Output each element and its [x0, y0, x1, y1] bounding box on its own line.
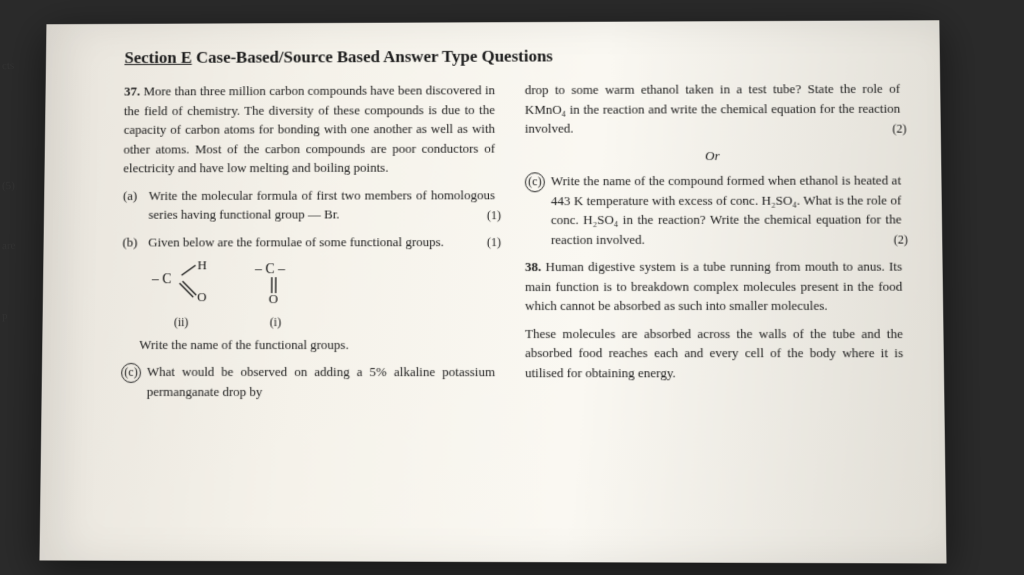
circled-c-icon: (c)	[121, 363, 141, 383]
formula-cho: – C H O (ii)	[151, 259, 211, 330]
q38-p1: 38. Human digestive system is a tube run…	[525, 257, 903, 316]
svg-text:– C –: – C –	[254, 262, 286, 277]
sub-label-b: (b)	[122, 232, 148, 251]
q37-b-after: Write the name of the functional groups.	[139, 335, 495, 355]
q37-c-alt: (c) Write the name of the compound forme…	[525, 171, 902, 250]
q37-intro: 37. More than three million carbon compo…	[123, 80, 495, 177]
q37-c-text: What would be observed on adding a 5% al…	[147, 362, 495, 401]
q37-a: (a) Write the molecular formula of first…	[123, 185, 495, 224]
q37-b-text: Given below are the formulae of some fun…	[148, 232, 495, 252]
marks: (1)	[487, 206, 501, 224]
margin-text: cts	[2, 60, 15, 72]
marks: (1)	[487, 233, 501, 251]
q37-c: (c) What would be observed on adding a 5…	[121, 362, 495, 401]
question-number: 37.	[124, 84, 140, 99]
svg-text:– C: – C	[152, 272, 172, 287]
section-title: Case-Based/Source Based Answer Type Ques…	[196, 47, 553, 67]
q37-c-continuation: drop to some warm ethanol taken in a tes…	[525, 79, 901, 138]
sub-label-a: (a)	[123, 186, 149, 225]
aldehyde-structure-icon: – C H O	[152, 259, 212, 303]
formula-label: (i)	[251, 313, 301, 331]
q37-a-text: Write the molecular formula of first two…	[148, 185, 495, 224]
q38-p2: These molecules are absorbed across the …	[525, 323, 903, 382]
svg-text:O: O	[269, 292, 278, 303]
circled-c-icon: (c)	[525, 172, 545, 192]
right-column: drop to some warm ethanol taken in a tes…	[525, 79, 904, 410]
svg-text:H: H	[197, 259, 206, 272]
q37-c-cont-text: drop to some warm ethanol taken in a tes…	[525, 81, 900, 136]
sub-label-c-alt: (c)	[525, 171, 551, 249]
formula-co: – C – O (i)	[251, 259, 301, 330]
margin-text: (5)	[2, 180, 15, 192]
q38-p1-text: Human digestive system is a tube running…	[525, 259, 902, 313]
question-number: 38.	[525, 259, 541, 274]
margin-text: p	[2, 310, 8, 322]
marks: (2)	[894, 231, 908, 249]
q37-b: (b) Given below are the formulae of some…	[122, 232, 495, 252]
svg-text:O: O	[197, 290, 206, 303]
formulae-row: – C H O (ii) – C – O	[151, 259, 495, 330]
formula-label: (ii)	[151, 313, 211, 331]
section-header: Section E Case-Based/Source Based Answer…	[124, 45, 899, 68]
ketone-structure-icon: – C – O	[251, 259, 301, 303]
q37-c-alt-text: Write the name of the compound formed wh…	[551, 171, 902, 249]
two-column-layout: 37. More than three million carbon compo…	[121, 79, 904, 410]
or-separator: Or	[525, 145, 901, 165]
section-label: Section E	[124, 48, 192, 67]
q37-intro-text: More than three million carbon compounds…	[123, 82, 495, 175]
marks: (2)	[892, 119, 906, 137]
margin-text: are	[2, 240, 16, 252]
left-column: 37. More than three million carbon compo…	[121, 80, 495, 409]
textbook-page: Section E Case-Based/Source Based Answer…	[39, 20, 946, 563]
sub-label-c: (c)	[121, 362, 147, 401]
